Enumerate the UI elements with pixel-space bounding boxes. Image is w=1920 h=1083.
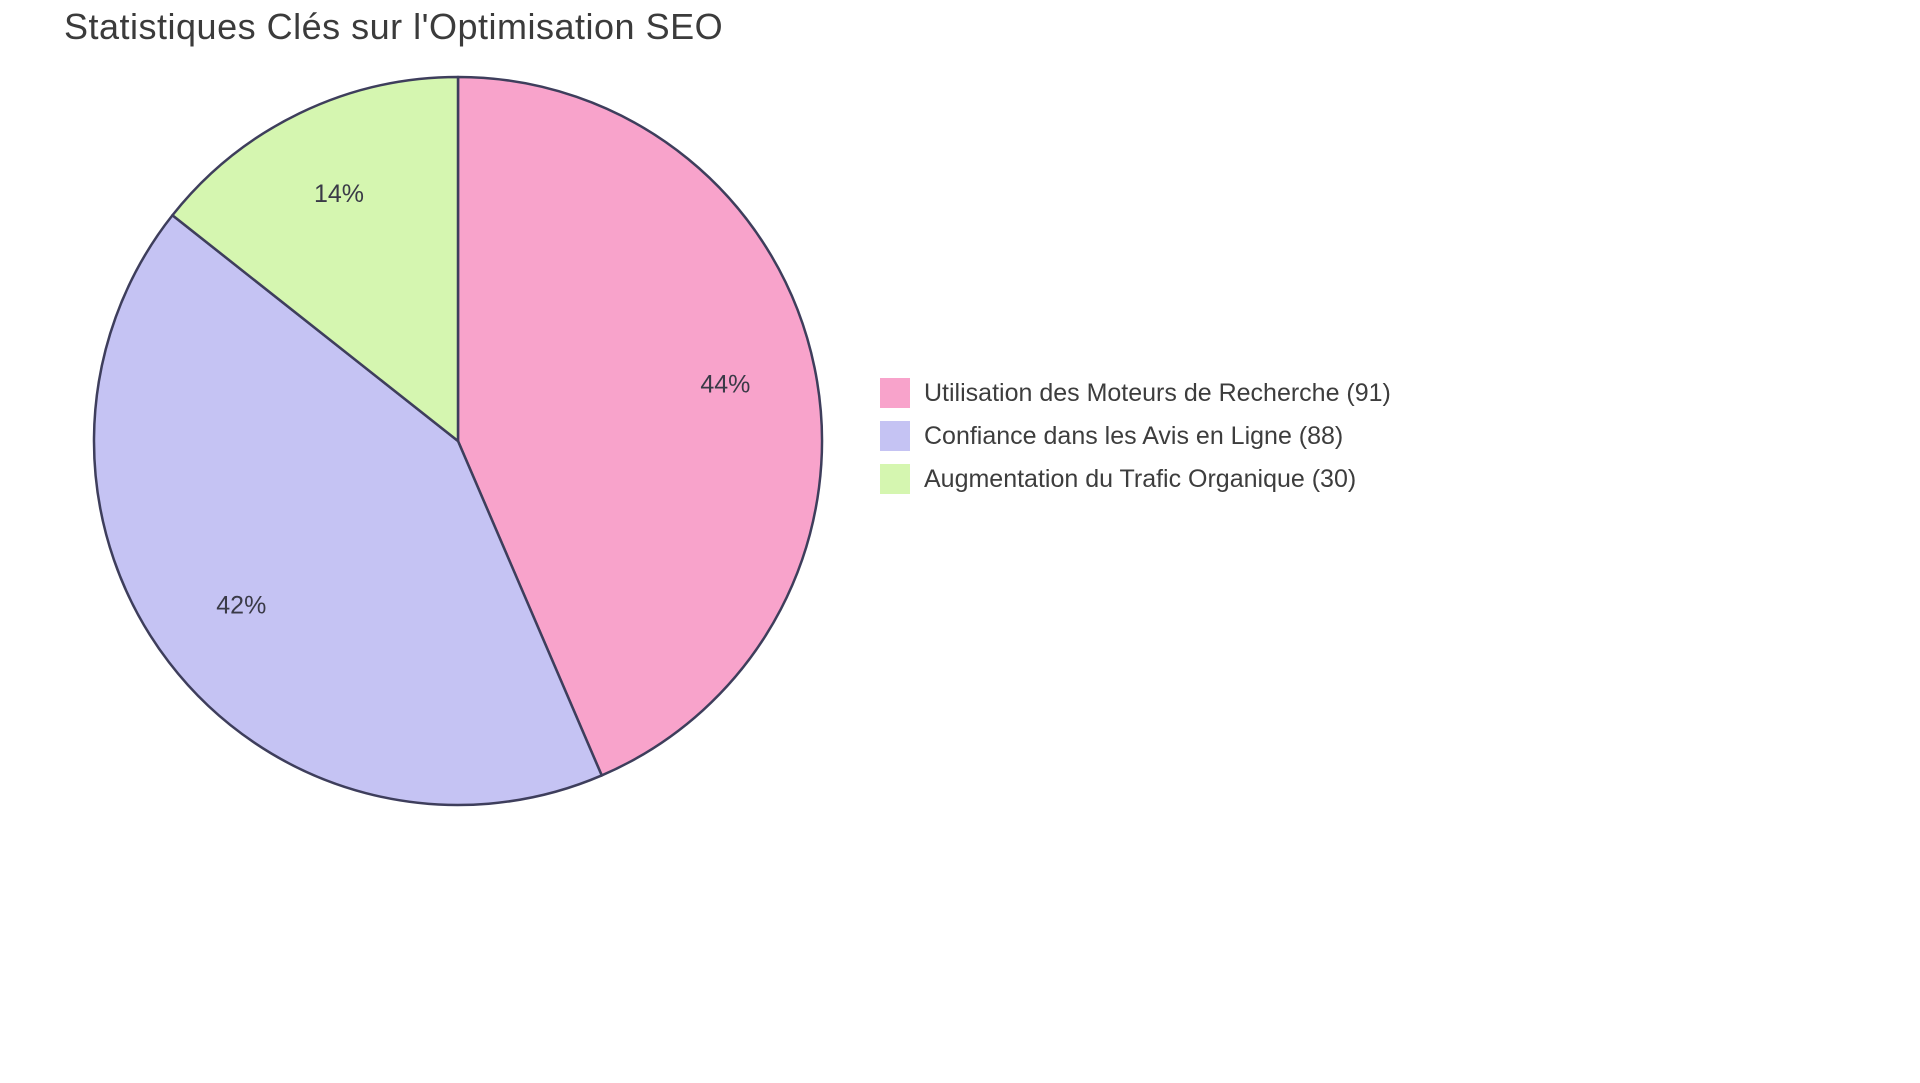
chart-title: Statistiques Clés sur l'Optimisation SEO: [64, 6, 724, 47]
legend-label: Augmentation du Trafic Organique (30): [924, 464, 1357, 493]
legend-label: Confiance dans les Avis en Ligne (88): [924, 421, 1344, 450]
legend-item: Augmentation du Trafic Organique (30): [880, 464, 1391, 494]
legend-swatch: [880, 421, 910, 451]
legend-label: Utilisation des Moteurs de Recherche (91…: [924, 378, 1391, 407]
pie-slice-percent-label: 44%: [700, 371, 750, 399]
pie-slice-0: [456, 75, 824, 777]
legend-item: Utilisation des Moteurs de Recherche (91…: [880, 378, 1391, 408]
legend-swatch: [880, 464, 910, 494]
pie-slice-1: [92, 214, 603, 807]
pie-slice-percent-label: 14%: [314, 180, 364, 208]
legend-swatch: [880, 378, 910, 408]
legend-item: Confiance dans les Avis en Ligne (88): [880, 421, 1391, 451]
pie-slice-percent-label: 42%: [216, 592, 266, 620]
legend: Utilisation des Moteurs de Recherche (91…: [880, 378, 1391, 494]
pie-slice-2: [171, 75, 460, 443]
